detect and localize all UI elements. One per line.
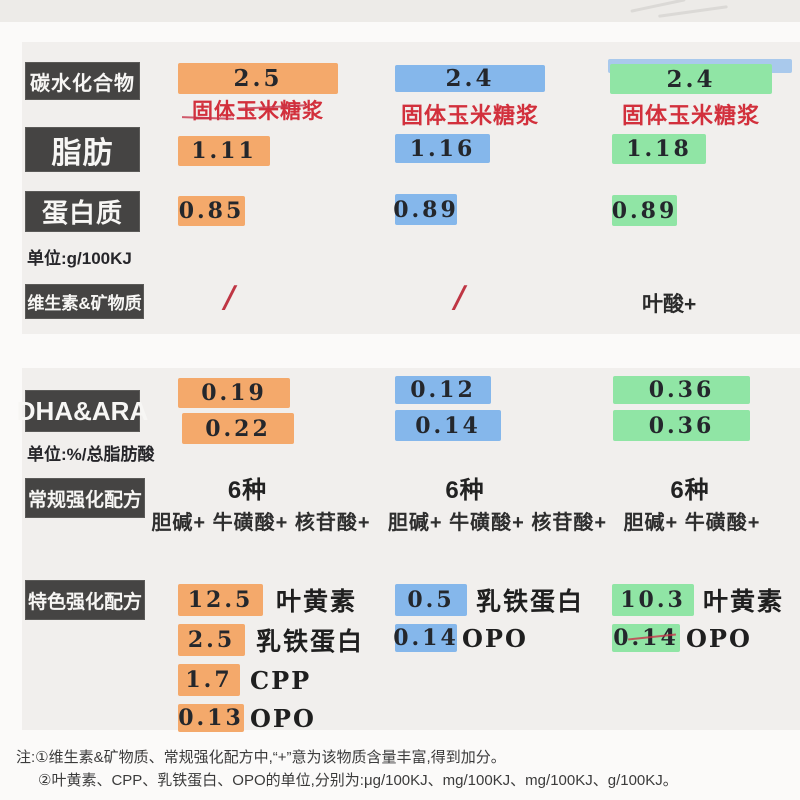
dha-value1-col2: 0.12 (395, 376, 491, 404)
fat-value-col3: 1.18 (612, 134, 706, 164)
special-name-opo-col2: OPO (462, 623, 528, 653)
dha-value2-col3: 0.36 (613, 410, 750, 441)
regular-count-col3: 6种 (670, 477, 710, 504)
special-name-lactoferrin-col2: 乳铁蛋白 (476, 587, 585, 616)
regular-count-col1: 6种 (227, 477, 268, 504)
special-value-lutein-col3: 10.3 (612, 584, 694, 616)
special-value-lutein-col1: 12.5 (178, 584, 263, 616)
footnote-line2: ②叶黄素、CPP、乳铁蛋白、OPO的单位,分别为:μg/100KJ、mg/100… (38, 772, 678, 789)
corn-syrup-note-col3: 固体玉米糖浆 (621, 103, 760, 128)
regular-items-col1: 胆碱+ 牛磺酸+ 核苷酸+ (151, 512, 371, 534)
special-value-opo-col2: 0.14 (393, 624, 459, 652)
corn-syrup-note-col2: 固体玉米糖浆 (400, 103, 539, 128)
dha-value1-col3: 0.36 (613, 376, 750, 404)
carb-value-col2: 2.4 (395, 65, 545, 92)
regular-items-col2: 胆碱+ 牛磺酸+ 核苷酸+ (387, 512, 608, 534)
regular-items-col3: 胆碱+ 牛磺酸+ (623, 512, 761, 534)
top-strip (0, 0, 800, 22)
vitamin-value-col3: 叶酸+ (642, 293, 697, 316)
vitamin-slash-col2: / (454, 280, 465, 315)
dha-value2-col2: 0.14 (395, 410, 501, 441)
fat-value-col1: 1.11 (178, 136, 270, 166)
corn-syrup-note-col1: 固体玉米糖浆 (192, 100, 324, 123)
carb-value-col1: 2.5 (178, 63, 338, 94)
special-name-opo-col3: OPO (686, 623, 752, 653)
special-value-lactoferrin-col2: 0.5 (395, 584, 467, 616)
protein-value-col3: 0.89 (612, 195, 677, 226)
protein-value-col2: 0.89 (393, 194, 457, 225)
vitamin-slash-col1: / (224, 280, 235, 315)
special-value-opo-col1: 0.13 (178, 704, 244, 732)
row-label-fat: 脂肪 (25, 127, 140, 172)
carb-value-col3: 2.4 (610, 64, 772, 94)
row-label-vitamins-minerals: 维生素&矿物质 (25, 284, 144, 319)
row-label-protein: 蛋白质 (25, 191, 140, 232)
special-name-lactoferrin-col1: 乳铁蛋白 (256, 627, 365, 656)
dha-value1-col1: 0.19 (178, 378, 290, 408)
row-label-special-formula: 特色强化配方 (25, 580, 145, 620)
row-label-regular-formula: 常规强化配方 (25, 478, 145, 518)
special-value-lactoferrin-col1: 2.5 (178, 624, 245, 656)
fat-value-col2: 1.16 (395, 134, 490, 163)
unit-note-fatty-acid: 单位:%/总脂肪酸 (27, 445, 155, 464)
unit-note-g: 单位:g/100KJ (27, 249, 132, 268)
row-label-dha-ara: DHA&ARA (17, 390, 148, 432)
protein-value-col1: 0.85 (178, 196, 245, 226)
special-value-cpp-col1: 1.7 (178, 664, 240, 696)
row-label-carbohydrates: 碳水化合物 (25, 62, 140, 100)
dha-value2-col1: 0.22 (182, 413, 294, 444)
special-name-opo-col1: OPO (250, 703, 316, 733)
footnote-line1: 注:①维生素&矿物质、常规强化配方中,“+”意为该物质含量丰富,得到加分。 (16, 749, 506, 766)
regular-count-col2: 6种 (445, 477, 485, 504)
special-name-lutein-col3: 叶黄素 (703, 587, 785, 616)
special-name-lutein-col1: 叶黄素 (276, 587, 358, 616)
special-name-cpp-col1: CPP (250, 665, 312, 695)
